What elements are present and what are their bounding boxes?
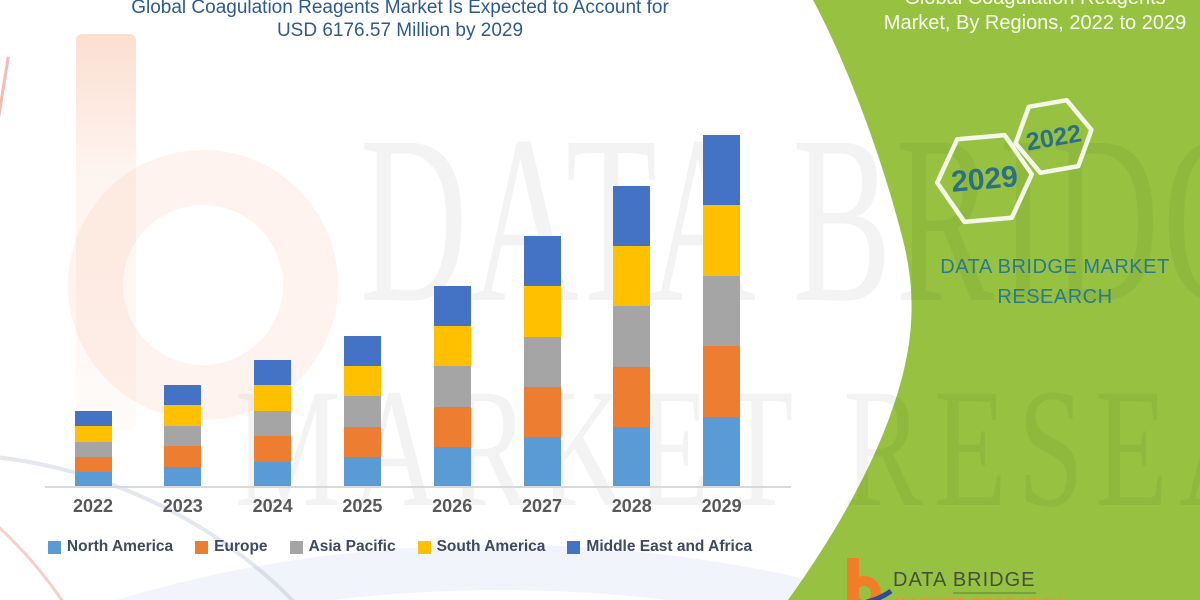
bar-segment-south-america [703, 205, 741, 276]
bar-segment-europe [433, 406, 471, 447]
bar-segment-middle-east-and-africa [703, 135, 741, 206]
legend-swatch-icon [195, 540, 209, 554]
bar-segment-asia-pacific [254, 410, 292, 437]
panel-title: Global Coagulation Reagents Market, By R… [870, 0, 1200, 36]
legend-swatch-icon [47, 540, 61, 554]
bar-segment-europe [613, 366, 651, 427]
bar-2023 [164, 385, 202, 487]
bar-segment-asia-pacific [523, 336, 561, 387]
hexagon-2029 [934, 132, 1035, 225]
hexagon-2022 [1013, 97, 1094, 176]
panel-title-line1: Global Coagulation Reagents [870, 0, 1200, 11]
bar-2029 [703, 135, 741, 487]
hexagon-badges: 2029 2022 [934, 97, 1094, 225]
bar-segment-north-america [703, 416, 741, 487]
bar-segment-asia-pacific [433, 366, 471, 407]
bar-chart-plot: 2022 2023 2024 2025 2026 2027 2028 2029 [72, 135, 742, 516]
bar-segment-middle-east-and-africa [433, 285, 471, 327]
legend-swatch-icon [417, 540, 431, 554]
legend-label: Middle East and Africa [586, 538, 753, 555]
bar-segment-north-america [74, 471, 112, 487]
legend-label: North America [66, 538, 174, 555]
legend-item-north-america: North America [47, 538, 174, 556]
bar-segment-middle-east-and-africa [343, 335, 381, 367]
bar-segment-europe [523, 386, 561, 437]
bar-segment-north-america [164, 466, 202, 487]
bar-segment-asia-pacific [164, 425, 202, 447]
bar-segment-middle-east-and-africa [613, 186, 651, 247]
x-axis-line [45, 486, 791, 488]
bar-segment-europe [703, 346, 741, 417]
bar-segment-north-america [433, 446, 471, 487]
legend-item-europe: Europe [195, 538, 268, 556]
bar-segment-europe [74, 456, 112, 472]
legend-label: Europe [214, 538, 268, 555]
bar-segment-middle-east-and-africa [74, 411, 112, 427]
bar-segment-south-america [523, 286, 561, 337]
watermark-green-line2: MARKET RESEARCH [235, 353, 1200, 542]
bar-segment-north-america [523, 436, 561, 487]
data-bridge-logo-icon [847, 558, 893, 600]
footer-logo: DATA BRIDGE MARKET RESEARCH [833, 556, 1153, 600]
footer-logo-subline: MARKET RESEARCH [895, 595, 1065, 600]
panel-brand-line2: RESEARCH [997, 286, 1113, 308]
x-axis-label-2024: 2024 [252, 496, 293, 516]
bar-2027 [523, 236, 561, 487]
legend-label: Asia Pacific [308, 538, 396, 555]
x-axis-label-2022: 2022 [72, 496, 114, 516]
panel-brand-line1: DATA BRIDGE MARKET [940, 256, 1170, 278]
bar-segment-south-america [254, 385, 292, 411]
green-panel-shape [788, 0, 1200, 600]
bar-segment-north-america [254, 461, 292, 487]
hexagon-2022-year: 2022 [1024, 119, 1084, 156]
legend-label: South America [436, 538, 546, 555]
chart-title-line1: Global Coagulation Reagents Market Is Ex… [131, 0, 669, 18]
bar-segment-middle-east-and-africa [523, 236, 561, 287]
chart-title: Global Coagulation Reagents Market Is Ex… [20, 0, 780, 42]
bar-segment-asia-pacific [74, 441, 112, 457]
bar-segment-asia-pacific [703, 275, 741, 347]
bar-segment-south-america [433, 326, 471, 367]
x-axis-label-2028: 2028 [611, 496, 652, 516]
legend-swatch-icon [567, 540, 581, 554]
panel-brand-text: DATA BRIDGE MARKET RESEARCH [905, 252, 1200, 312]
x-axis-label-2027: 2027 [521, 496, 563, 516]
bar-2025 [343, 335, 381, 487]
x-axis-label-2029: 2029 [701, 496, 742, 516]
legend-item-asia-pacific: Asia Pacific [289, 538, 396, 556]
bar-segment-europe [164, 446, 202, 467]
bar-segment-asia-pacific [613, 306, 651, 367]
bar-segment-middle-east-and-africa [164, 385, 202, 406]
legend-swatch-icon [289, 540, 303, 554]
footer-word-bridge: BRIDGE [952, 569, 1036, 594]
x-axis-label-2025: 2025 [342, 496, 383, 516]
footer-logo-wordmark: DATA BRIDGE [893, 569, 1036, 594]
bar-segment-south-america [164, 405, 202, 426]
bar-segment-north-america [613, 426, 651, 487]
x-axis-label-2026: 2026 [432, 496, 473, 516]
chart-legend: North America Europe Asia Pacific South Ame… [15, 538, 785, 556]
legend-item-middle-east-and-africa: Middle East and Africa [567, 538, 752, 556]
bar-segment-middle-east-and-africa [254, 359, 292, 386]
footer-word-data: DATA [893, 569, 953, 591]
bar-segment-north-america [343, 456, 381, 487]
hexagon-2029-year: 2029 [950, 160, 1019, 199]
chart-title-line2: USD 6176.57 Million by 2029 [276, 20, 524, 41]
bar-segment-europe [254, 436, 292, 462]
bar-segment-south-america [343, 366, 381, 397]
bar-segment-south-america [613, 246, 651, 307]
bar-segment-asia-pacific [343, 396, 381, 427]
bar-segment-south-america [74, 426, 112, 442]
bar-segment-europe [343, 426, 381, 457]
panel-title-line2: Market, By Regions, 2022 to 2029 [883, 12, 1187, 34]
bar-2022 [74, 411, 112, 487]
x-axis-label-2023: 2023 [162, 496, 203, 516]
bar-2024 [254, 359, 292, 487]
legend-item-south-america: South America [417, 538, 546, 556]
bar-2026 [433, 285, 471, 487]
bar-2028 [613, 186, 651, 487]
